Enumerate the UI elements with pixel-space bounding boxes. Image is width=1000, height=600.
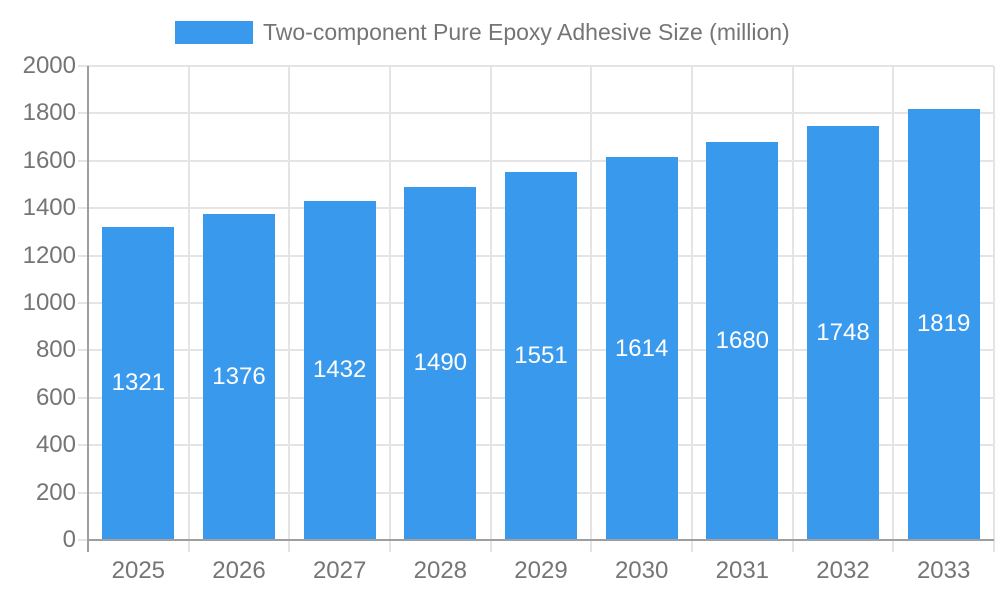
bar-value-label: 1680 bbox=[715, 326, 770, 354]
y-tick-label: 1800 bbox=[22, 99, 76, 127]
y-tick bbox=[78, 207, 88, 210]
x-gridline bbox=[892, 66, 895, 540]
x-gridline bbox=[993, 66, 995, 540]
y-tick bbox=[78, 65, 88, 67]
bar-2029: 1551 bbox=[505, 172, 577, 540]
legend-swatch bbox=[175, 21, 253, 44]
x-tick bbox=[691, 540, 693, 552]
y-tick-label: 1200 bbox=[22, 241, 76, 269]
bar-2031: 1680 bbox=[706, 141, 779, 540]
x-gridline bbox=[187, 66, 190, 540]
y-tick-label: 0 bbox=[62, 526, 76, 553]
legend-label: Two-component Pure Epoxy Adhesive Size (… bbox=[263, 19, 790, 45]
bar-2030: 1614 bbox=[605, 157, 678, 540]
y-tick-label: 1600 bbox=[22, 146, 76, 174]
y-axis-line bbox=[87, 66, 89, 552]
y-tick bbox=[78, 112, 88, 115]
bar-2025: 1321 bbox=[102, 226, 175, 540]
bar-2026: 1376 bbox=[203, 213, 275, 540]
x-tick-label: 2025 bbox=[111, 557, 166, 584]
y-tick-label: 200 bbox=[35, 478, 76, 506]
x-tick bbox=[791, 540, 794, 552]
bar-2033: 1819 bbox=[907, 108, 980, 540]
x-gridline bbox=[489, 66, 492, 540]
x-gridline bbox=[389, 66, 391, 540]
bar-value-label: 1748 bbox=[816, 318, 870, 346]
x-tick bbox=[993, 540, 995, 552]
x-gridline bbox=[288, 66, 291, 540]
y-gridline bbox=[88, 65, 994, 67]
y-tick bbox=[78, 491, 88, 494]
y-tick bbox=[78, 159, 88, 162]
x-tick-label: 2032 bbox=[816, 557, 870, 584]
bar-value-label: 1551 bbox=[514, 342, 568, 370]
y-tick bbox=[78, 302, 88, 304]
x-gridline bbox=[691, 66, 693, 540]
bar-value-label: 1819 bbox=[916, 310, 971, 338]
y-tick-label: 400 bbox=[35, 431, 76, 459]
x-tick bbox=[288, 540, 291, 552]
bar-2027: 1432 bbox=[303, 200, 376, 540]
bar-2028: 1490 bbox=[404, 186, 477, 540]
x-tick-label: 2031 bbox=[715, 557, 770, 584]
plot-area: 1321 1376 1432 1490 1551 1614 1680 1748 1819 bbox=[88, 65, 995, 540]
bar-value-label: 1376 bbox=[212, 362, 266, 390]
x-gridline bbox=[791, 66, 794, 540]
bar-2032: 1748 bbox=[807, 125, 879, 540]
x-tick bbox=[389, 540, 391, 552]
y-tick bbox=[78, 539, 88, 541]
bar-value-label: 1321 bbox=[111, 369, 166, 397]
y-gridline bbox=[88, 112, 994, 115]
y-tick-label: 1400 bbox=[22, 194, 76, 222]
x-axis-line bbox=[88, 539, 994, 541]
y-tick bbox=[78, 349, 88, 352]
x-gridline bbox=[590, 66, 593, 540]
x-tick bbox=[590, 540, 593, 552]
y-gridline bbox=[88, 159, 994, 162]
x-tick-label: 2027 bbox=[312, 557, 367, 584]
y-tick-label: 600 bbox=[35, 383, 76, 411]
x-tick-label: 2030 bbox=[614, 557, 669, 584]
x-tick bbox=[489, 540, 492, 552]
y-tick bbox=[78, 444, 88, 447]
y-tick-label: 1000 bbox=[22, 289, 76, 316]
y-tick bbox=[78, 396, 88, 399]
y-tick bbox=[78, 254, 88, 257]
x-tick-label: 2028 bbox=[413, 557, 468, 584]
x-tick bbox=[187, 540, 190, 552]
x-tick-label: 2033 bbox=[916, 557, 971, 584]
bar-value-label: 1432 bbox=[312, 356, 367, 384]
y-tick-label: 2000 bbox=[22, 52, 76, 79]
bar-value-label: 1490 bbox=[413, 349, 468, 377]
x-tick-label: 2026 bbox=[212, 557, 266, 584]
legend: Two-component Pure Epoxy Adhesive Size (… bbox=[0, 14, 1000, 50]
bar-value-label: 1614 bbox=[614, 334, 669, 362]
x-tick-label: 2029 bbox=[514, 557, 568, 584]
x-tick bbox=[892, 540, 895, 552]
y-tick-label: 800 bbox=[35, 336, 76, 364]
